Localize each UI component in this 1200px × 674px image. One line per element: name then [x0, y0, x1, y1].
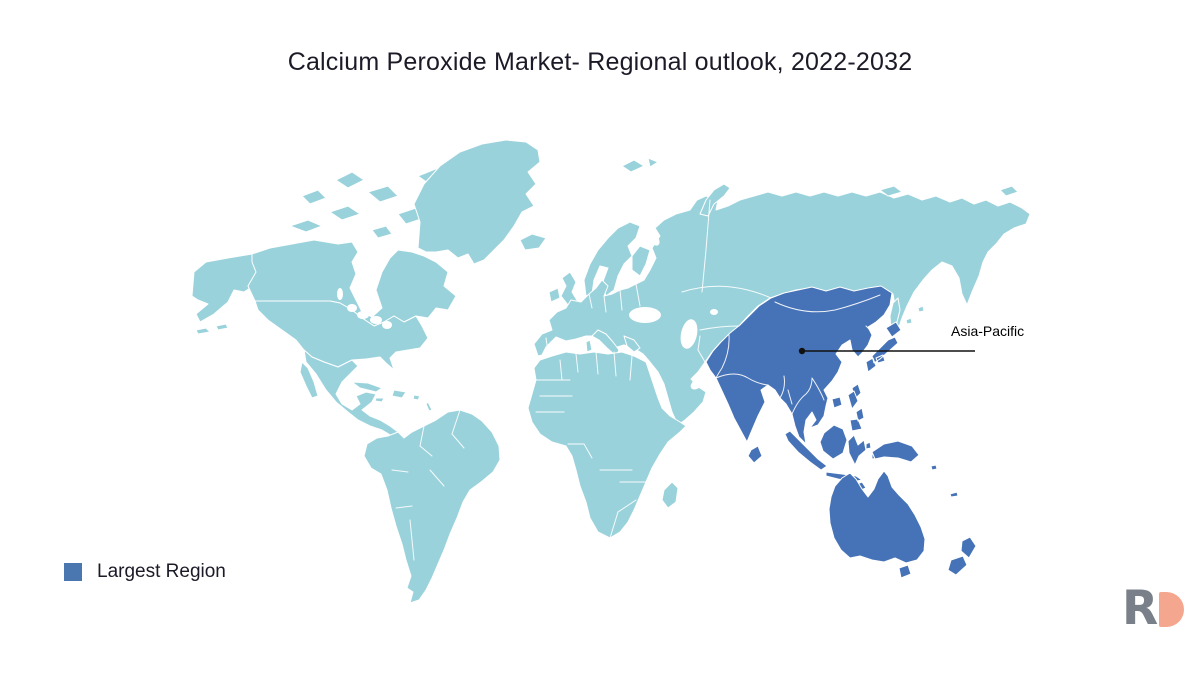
region-arctic-islands-russia	[879, 185, 1019, 197]
persian-gulf	[690, 378, 704, 390]
region-new-zealand	[947, 536, 977, 576]
great-lakes	[347, 304, 357, 312]
region-south-america	[363, 409, 501, 604]
region-ireland	[548, 287, 561, 303]
region-borneo	[819, 424, 848, 460]
region-hainan	[831, 396, 843, 409]
page-title: Calcium Peroxide Market- Regional outloo…	[287, 48, 913, 76]
regions-default	[191, 139, 1031, 604]
brand-logo: R	[1122, 581, 1185, 636]
white-sea	[650, 234, 660, 246]
region-tasmania	[898, 564, 912, 579]
seas	[337, 234, 718, 390]
region-sri-lanka	[747, 445, 763, 464]
caspian-sea	[680, 319, 698, 349]
region-australia	[828, 470, 926, 564]
region-aleutians	[195, 323, 229, 335]
region-new-guinea	[871, 440, 920, 463]
region-mexico-central-america	[303, 349, 405, 445]
region-finland	[631, 245, 651, 277]
region-uk	[560, 271, 579, 306]
legend: Largest Region	[64, 561, 226, 583]
region-baja-california	[299, 361, 319, 399]
region-iceland	[519, 233, 547, 251]
lake-winnipeg	[337, 288, 343, 300]
region-sumatra	[784, 430, 828, 471]
region-asia-mainland	[705, 285, 893, 445]
region-alaska	[191, 253, 263, 323]
logo-letter-d	[1159, 592, 1185, 627]
callout-dot	[798, 347, 806, 355]
region-eurasia	[533, 191, 1031, 426]
region-japan	[865, 321, 902, 373]
callout-label: Asia-Pacific	[951, 323, 1025, 339]
country-borders	[391, 199, 881, 561]
regions-highlighted	[705, 285, 977, 579]
region-svalbard	[621, 157, 659, 173]
legend-swatch	[64, 563, 82, 581]
callout	[798, 347, 975, 355]
region-philippines	[847, 390, 865, 432]
region-madagascar	[661, 481, 679, 509]
region-sulawesi	[847, 434, 867, 466]
legend-label: Largest Region	[97, 561, 226, 582]
aral-sea	[710, 309, 718, 315]
region-caribbean	[351, 381, 433, 412]
region-pacific-islands	[930, 464, 959, 498]
black-sea	[629, 307, 661, 323]
region-novaya-zemlya	[699, 183, 731, 217]
logo-letter-r: R	[1122, 581, 1158, 636]
region-usa	[254, 300, 429, 371]
region-greenland	[413, 139, 541, 265]
